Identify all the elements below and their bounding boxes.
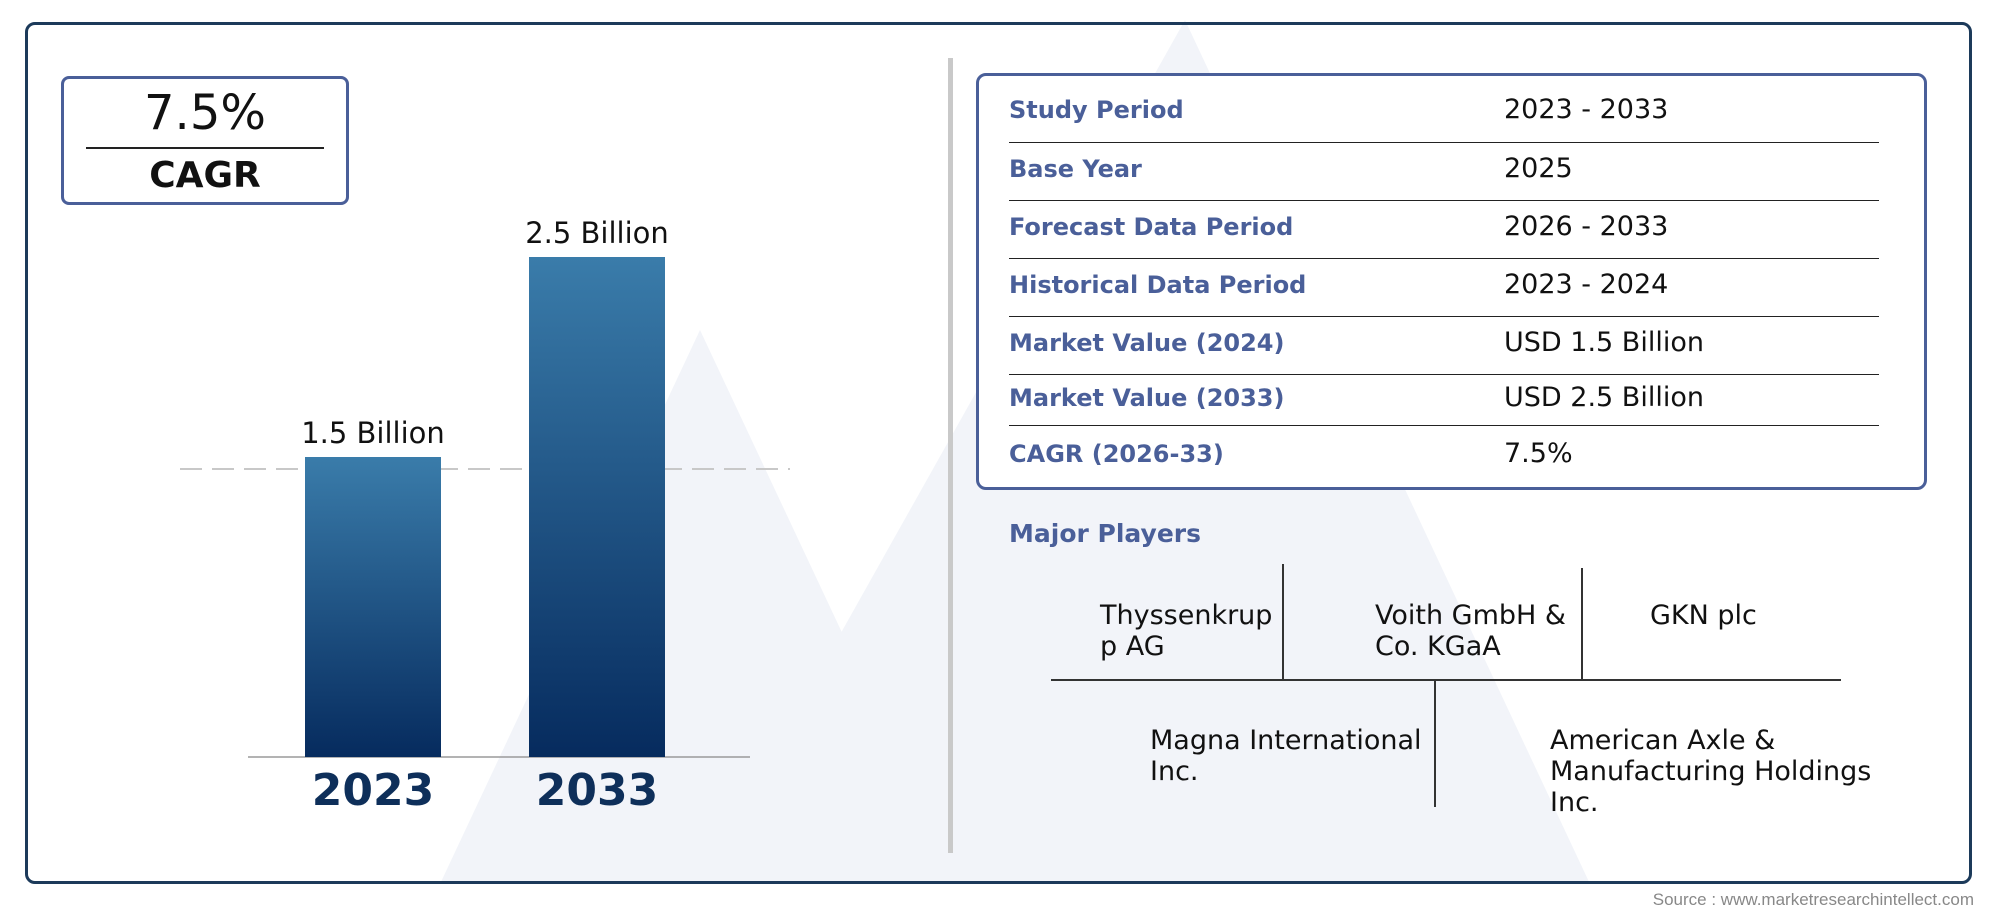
player-divider [1051, 679, 1841, 681]
table-row: Market Value (2033) USD 2.5 Billion [1009, 375, 1879, 426]
row-value: 7.5% [1504, 438, 1573, 469]
table-row: Historical Data Period 2023 - 2024 [1009, 259, 1879, 317]
player-name-line: American Axle & [1550, 725, 1776, 756]
bar-value-label: 1.5 Billion [301, 416, 445, 450]
market-info-table: Study Period 2023 - 2033 Base Year 2025 … [976, 73, 1927, 490]
row-value: USD 2.5 Billion [1504, 382, 1704, 413]
outer-frame [25, 22, 1972, 884]
row-label: CAGR (2026-33) [1009, 440, 1224, 468]
cagr-box: 7.5% CAGR [61, 76, 349, 205]
player-item: American Axle & Manufacturing Holdings I… [1550, 725, 1871, 818]
bar-value-label: 2.5 Billion [525, 216, 669, 250]
player-name-line: GKN plc [1650, 600, 1757, 631]
cagr-value: 7.5% [144, 85, 266, 141]
player-name-line: Co. KGaA [1375, 631, 1501, 662]
bar-2033 [529, 257, 665, 757]
player-divider [1434, 679, 1436, 807]
row-label: Study Period [1009, 96, 1184, 124]
table-row: Study Period 2023 - 2033 [1009, 76, 1879, 143]
table-row: Base Year 2025 [1009, 143, 1879, 201]
player-item: Thyssenkrup p AG [1100, 600, 1272, 662]
bar-2023 [305, 457, 441, 757]
source-credit: Source : www.marketresearchintellect.com [1652, 890, 1974, 909]
player-name-line: Voith GmbH & [1375, 600, 1566, 631]
player-name-line: Thyssenkrup [1100, 600, 1273, 631]
player-divider [1581, 568, 1583, 679]
player-divider [1282, 564, 1284, 679]
category-label: 2023 [312, 765, 434, 816]
player-item: Voith GmbH & Co. KGaA [1375, 600, 1566, 662]
row-value: 2026 - 2033 [1504, 211, 1669, 242]
row-value: 2023 - 2033 [1504, 94, 1669, 125]
row-value: USD 1.5 Billion [1504, 327, 1704, 358]
player-item: GKN plc [1650, 600, 1757, 631]
table-row: CAGR (2026-33) 7.5% [1009, 426, 1879, 486]
player-name-line: Inc. [1550, 787, 1599, 818]
row-label: Market Value (2024) [1009, 329, 1285, 357]
row-value: 2023 - 2024 [1504, 269, 1669, 300]
player-item: Magna International Inc. [1150, 725, 1422, 787]
player-name-line: p AG [1100, 631, 1165, 662]
bar-chart: 1.5 Billion 2023 2.5 Billion 2033 [180, 216, 790, 816]
category-label: 2033 [536, 765, 658, 816]
panel-divider [948, 58, 953, 853]
player-name-line: Manufacturing Holdings [1550, 756, 1872, 787]
table-row: Market Value (2024) USD 1.5 Billion [1009, 317, 1879, 375]
row-label: Market Value (2033) [1009, 384, 1285, 412]
row-label: Base Year [1009, 155, 1142, 183]
player-name-line: Magna International [1150, 725, 1422, 756]
major-players-title: Major Players [1009, 519, 1201, 548]
table-row: Forecast Data Period 2026 - 2033 [1009, 201, 1879, 259]
player-name-line: Inc. [1150, 756, 1199, 787]
row-label: Forecast Data Period [1009, 213, 1294, 241]
cagr-label: CAGR [149, 155, 261, 196]
row-label: Historical Data Period [1009, 271, 1307, 299]
row-value: 2025 [1504, 153, 1573, 184]
cagr-divider [86, 147, 324, 149]
